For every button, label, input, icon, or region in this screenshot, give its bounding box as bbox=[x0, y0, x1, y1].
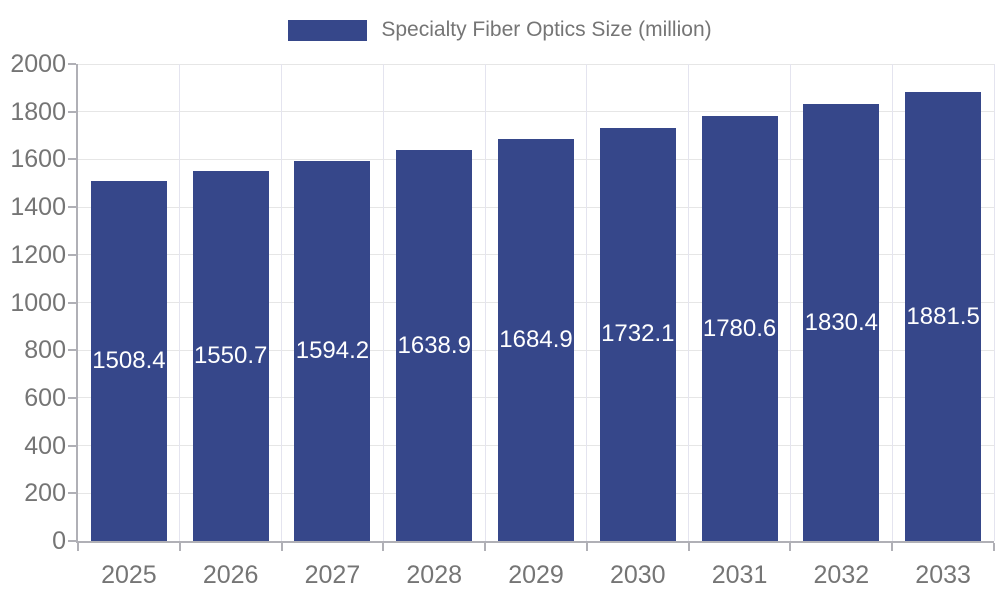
bar[interactable] bbox=[498, 139, 574, 541]
legend-swatch bbox=[288, 19, 368, 41]
bar[interactable] bbox=[294, 160, 371, 541]
x-axis-tick bbox=[585, 543, 588, 551]
bar-value-label: 1508.4 bbox=[92, 347, 166, 375]
y-axis-tick bbox=[68, 349, 76, 352]
y-axis-tick bbox=[68, 492, 76, 495]
gridline-vertical bbox=[688, 64, 690, 541]
bar[interactable] bbox=[192, 171, 269, 541]
gridline-vertical bbox=[993, 64, 995, 541]
x-axis-tick bbox=[484, 543, 487, 551]
y-axis-tick bbox=[68, 253, 76, 256]
x-axis-tick-label: 2025 bbox=[101, 561, 157, 589]
y-axis-tick-label: 1400 bbox=[10, 193, 66, 222]
bar[interactable] bbox=[803, 104, 880, 541]
y-axis-tick-label: 1800 bbox=[10, 97, 66, 126]
bar-value-label: 1830.4 bbox=[804, 308, 879, 336]
bar[interactable] bbox=[905, 92, 982, 541]
y-axis-tick-label: 800 bbox=[24, 336, 66, 365]
bar[interactable] bbox=[701, 116, 778, 541]
bar[interactable] bbox=[396, 150, 473, 541]
y-axis-tick bbox=[68, 540, 76, 542]
x-axis-tick-label: 2033 bbox=[915, 561, 971, 589]
y-axis-tick-label: 2000 bbox=[10, 50, 66, 78]
y-axis-tick bbox=[68, 444, 76, 447]
bar-value-label: 1881.5 bbox=[906, 302, 980, 330]
x-axis-tick bbox=[993, 543, 995, 551]
gridline-vertical bbox=[179, 64, 181, 541]
gridline-vertical bbox=[789, 64, 791, 541]
y-axis-tick bbox=[68, 158, 76, 161]
x-axis-tick-label: 2028 bbox=[406, 561, 463, 589]
x-axis-tick-label: 2027 bbox=[304, 561, 361, 589]
gridline-vertical bbox=[891, 64, 893, 541]
gridline-vertical bbox=[484, 64, 486, 541]
y-axis-tick bbox=[68, 110, 76, 113]
x-axis-tick bbox=[687, 543, 690, 551]
gridline-vertical bbox=[281, 64, 283, 541]
y-axis-tick bbox=[68, 301, 76, 304]
y-axis-tick-label: 400 bbox=[24, 431, 66, 460]
legend-label: Specialty Fiber Optics Size (million) bbox=[381, 18, 712, 41]
x-axis-tick bbox=[382, 543, 385, 551]
x-axis-tick bbox=[77, 543, 79, 551]
bar-value-label: 1684.9 bbox=[499, 326, 573, 354]
x-axis-tick-label: 2031 bbox=[711, 561, 768, 589]
x-axis-tick-label: 2029 bbox=[508, 561, 564, 589]
y-axis-tick-label: 600 bbox=[24, 383, 66, 412]
y-axis-tick-label: 200 bbox=[24, 479, 66, 508]
gridline-horizontal bbox=[78, 63, 994, 65]
legend[interactable]: Specialty Fiber Optics Size (million) bbox=[0, 18, 1000, 42]
gridline-horizontal bbox=[78, 111, 994, 113]
x-axis-tick bbox=[178, 543, 181, 551]
x-axis-tick-label: 2026 bbox=[202, 561, 259, 589]
bar-value-label: 1550.7 bbox=[193, 342, 268, 370]
bar[interactable] bbox=[599, 127, 676, 541]
x-axis-line bbox=[76, 541, 994, 543]
y-axis-tick-label: 1600 bbox=[10, 145, 66, 174]
gridline-vertical bbox=[382, 64, 384, 541]
bar-value-label: 1732.1 bbox=[601, 320, 675, 348]
x-axis-tick-label: 2032 bbox=[813, 561, 870, 589]
y-axis-tick-label: 1000 bbox=[10, 288, 66, 317]
y-axis-tick bbox=[68, 63, 76, 65]
x-axis-tick bbox=[789, 543, 792, 551]
y-axis-tick-label: 0 bbox=[52, 527, 66, 555]
y-axis-tick bbox=[68, 396, 76, 399]
x-axis-tick bbox=[891, 543, 894, 551]
bar-value-label: 1780.6 bbox=[702, 314, 777, 342]
y-axis-tick-label: 1200 bbox=[10, 240, 66, 269]
bar[interactable] bbox=[90, 181, 167, 541]
plot-area: 0 200 400 600 800 1000 1200 1400 1600 1800 2000 150… bbox=[10, 51, 995, 589]
gridline-vertical bbox=[586, 64, 588, 541]
y-axis-line bbox=[76, 64, 78, 541]
x-axis-tick-label: 2030 bbox=[609, 561, 666, 589]
bar-value-label: 1594.2 bbox=[295, 336, 370, 364]
y-axis-tick bbox=[68, 206, 76, 209]
bar-value-label: 1638.9 bbox=[397, 331, 471, 359]
x-axis-tick bbox=[280, 543, 283, 551]
